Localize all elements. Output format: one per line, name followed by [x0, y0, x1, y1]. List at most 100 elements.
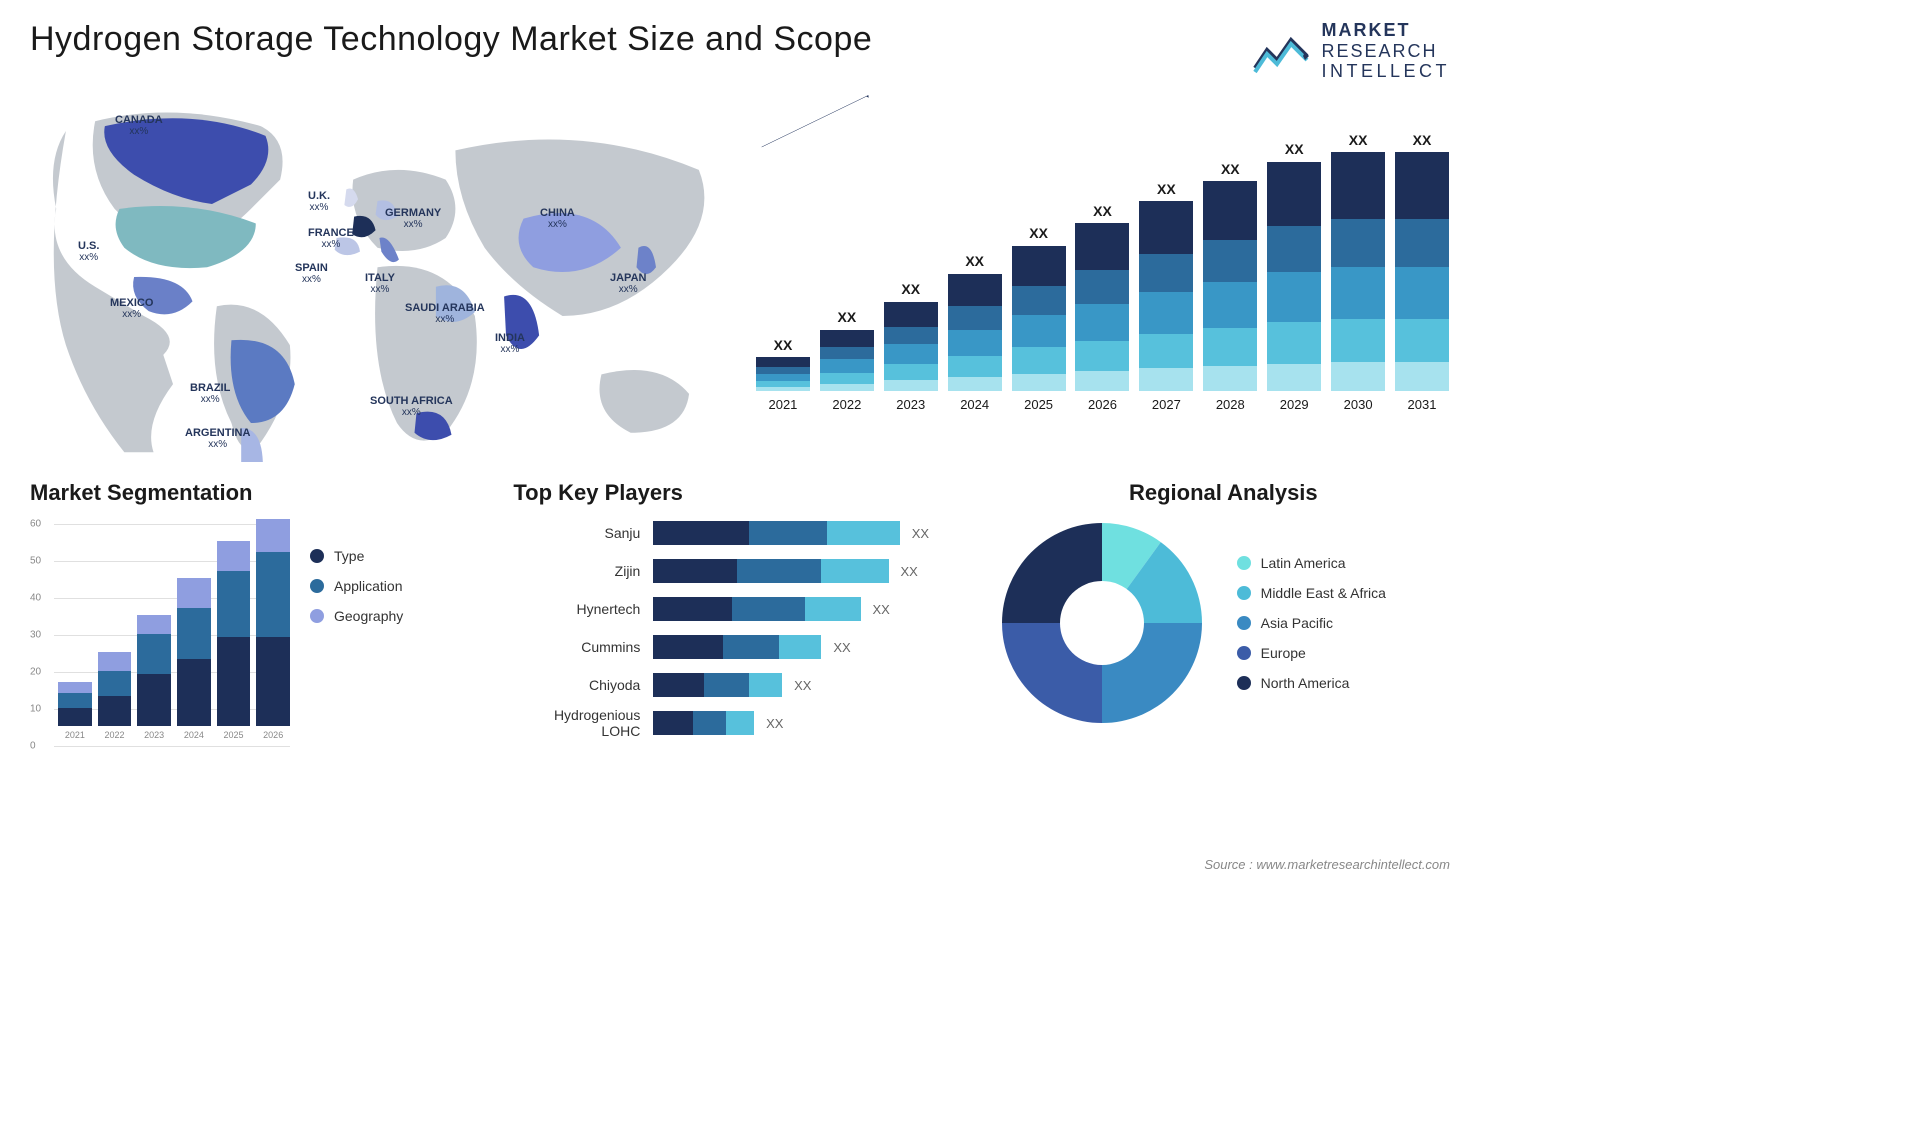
- forecast-bar-2026: XX 2026: [1075, 132, 1129, 412]
- kp-value: XX: [912, 526, 929, 541]
- forecast-bar-year: 2022: [832, 397, 861, 412]
- reg-legend-north-america: North America: [1237, 675, 1386, 691]
- map-label-argentina: ARGENTINAxx%: [185, 427, 250, 450]
- forecast-bar-value: XX: [1285, 141, 1304, 157]
- header: Hydrogen Storage Technology Market Size …: [30, 20, 1450, 82]
- map-label-u-s-: U.S.xx%: [78, 240, 99, 263]
- regional-title: Regional Analysis: [997, 480, 1450, 506]
- seg-legend-application: Application: [310, 578, 403, 594]
- map-label-germany: GERMANYxx%: [385, 207, 441, 230]
- map-label-india: INDIAxx%: [495, 332, 525, 355]
- segmentation-chart: 0102030405060 202120222023202420252026: [30, 518, 290, 758]
- forecast-bar-value: XX: [1093, 203, 1112, 219]
- forecast-bar-2030: XX 2030: [1331, 132, 1385, 412]
- map-label-china: CHINAxx%: [540, 207, 575, 230]
- reg-legend-latin-america: Latin America: [1237, 555, 1386, 571]
- seg-legend-geography: Geography: [310, 608, 403, 624]
- kp-bar: [653, 521, 899, 545]
- kp-value: XX: [833, 640, 850, 655]
- map-label-spain: SPAINxx%: [295, 262, 328, 285]
- forecast-bar-year: 2030: [1344, 397, 1373, 412]
- key-players-chart: SanjuXXZijinXXHynertechXXCumminsXXChiyod…: [513, 518, 966, 758]
- forecast-bar-value: XX: [774, 337, 793, 353]
- forecast-bar-value: XX: [1221, 161, 1240, 177]
- forecast-bar-value: XX: [965, 253, 984, 269]
- kp-row-sanju: SanjuXX: [653, 518, 966, 548]
- segmentation-panel: Market Segmentation 0102030405060 202120…: [30, 480, 483, 780]
- forecast-bar-year: 2029: [1280, 397, 1309, 412]
- kp-bar: [653, 597, 860, 621]
- map-label-u-k-: U.K.xx%: [308, 190, 330, 213]
- regional-panel: Regional Analysis Latin America Middle Ea…: [997, 480, 1450, 780]
- kp-name: Zijin: [513, 563, 648, 579]
- page-title: Hydrogen Storage Technology Market Size …: [30, 20, 872, 59]
- kp-name: Chiyoda: [513, 677, 648, 693]
- forecast-bar-year: 2024: [960, 397, 989, 412]
- forecast-bar-2022: XX 2022: [820, 132, 874, 412]
- map-label-saudi-arabia: SAUDI ARABIAxx%: [405, 302, 485, 325]
- reg-legend-asia-pacific: Asia Pacific: [1237, 615, 1386, 631]
- forecast-bar-2028: XX 2028: [1203, 132, 1257, 412]
- kp-value: XX: [794, 678, 811, 693]
- map-label-japan: JAPANxx%: [610, 272, 646, 295]
- seg-bar-2021: 2021: [58, 524, 92, 740]
- kp-value: XX: [873, 602, 890, 617]
- map-label-south-africa: SOUTH AFRICAxx%: [370, 395, 453, 418]
- source-credit: Source : www.marketresearchintellect.com: [1204, 857, 1450, 872]
- seg-bar-2022: 2022: [98, 524, 132, 740]
- forecast-bar-value: XX: [838, 309, 857, 325]
- forecast-bar-year: 2026: [1088, 397, 1117, 412]
- forecast-bar-year: 2023: [896, 397, 925, 412]
- segmentation-legend: Type Application Geography: [310, 518, 403, 758]
- kp-value: XX: [901, 564, 918, 579]
- forecast-bar-value: XX: [1349, 132, 1368, 148]
- seg-bar-2025: 2025: [217, 524, 251, 740]
- key-players-title: Top Key Players: [513, 480, 966, 506]
- kp-bar: [653, 635, 821, 659]
- forecast-bar-2024: XX 2024: [948, 132, 1002, 412]
- kp-name: Hydrogenious LOHC: [513, 707, 648, 739]
- forecast-bar-2025: XX 2025: [1012, 132, 1066, 412]
- reg-legend-middle-east-africa: Middle East & Africa: [1237, 585, 1386, 601]
- kp-row-hynertech: HynertechXX: [653, 594, 966, 624]
- kp-name: Cummins: [513, 639, 648, 655]
- forecast-bar-2023: XX 2023: [884, 132, 938, 412]
- logo-line1: MARKET: [1321, 20, 1450, 41]
- seg-legend-type: Type: [310, 548, 403, 564]
- kp-name: Sanju: [513, 525, 648, 541]
- forecast-bar-year: 2028: [1216, 397, 1245, 412]
- world-map-panel: CANADAxx% U.S.xx% MEXICOxx% BRAZILxx% ARGENT…: [30, 92, 725, 462]
- logo-line2: RESEARCH: [1321, 41, 1450, 62]
- kp-name: Hynertech: [513, 601, 648, 617]
- kp-bar: [653, 559, 888, 583]
- forecast-bar-2021: XX 2021: [756, 132, 810, 412]
- forecast-bar-year: 2021: [768, 397, 797, 412]
- forecast-bar-2029: XX 2029: [1267, 132, 1321, 412]
- forecast-chart-panel: XX2021XX2022XX2023XX2024XX2025XX2026XX20…: [755, 92, 1450, 462]
- forecast-bar-year: 2025: [1024, 397, 1053, 412]
- forecast-chart: XX2021XX2022XX2023XX2024XX2025XX2026XX20…: [755, 92, 1450, 432]
- forecast-bar-year: 2031: [1408, 397, 1437, 412]
- seg-bar-2026: 2026: [256, 524, 290, 740]
- forecast-bar-value: XX: [1029, 225, 1048, 241]
- brand-logo: MARKET RESEARCH INTELLECT: [1253, 20, 1450, 82]
- kp-value: XX: [766, 716, 783, 731]
- kp-row-cummins: CumminsXX: [653, 632, 966, 662]
- regional-donut: [997, 518, 1207, 728]
- map-label-canada: CANADAxx%: [115, 114, 163, 137]
- map-label-brazil: BRAZILxx%: [190, 382, 230, 405]
- forecast-bar-2031: XX2031: [1395, 132, 1449, 412]
- key-players-panel: Top Key Players SanjuXXZijinXXHynertechX…: [513, 480, 966, 780]
- segmentation-title: Market Segmentation: [30, 480, 483, 506]
- kp-row-chiyoda: ChiyodaXX: [653, 670, 966, 700]
- map-label-mexico: MEXICOxx%: [110, 297, 153, 320]
- forecast-bar-year: 2027: [1152, 397, 1181, 412]
- logo-line3: INTELLECT: [1321, 61, 1450, 82]
- forecast-bar-value: XX: [901, 281, 920, 297]
- map-label-italy: ITALYxx%: [365, 272, 395, 295]
- map-label-france: FRANCExx%: [308, 227, 354, 250]
- kp-row-hydrogenious-lohc: Hydrogenious LOHCXX: [653, 708, 966, 738]
- seg-bar-2023: 2023: [137, 524, 171, 740]
- kp-bar: [653, 711, 754, 735]
- forecast-bar-2027: XX2027: [1139, 132, 1193, 412]
